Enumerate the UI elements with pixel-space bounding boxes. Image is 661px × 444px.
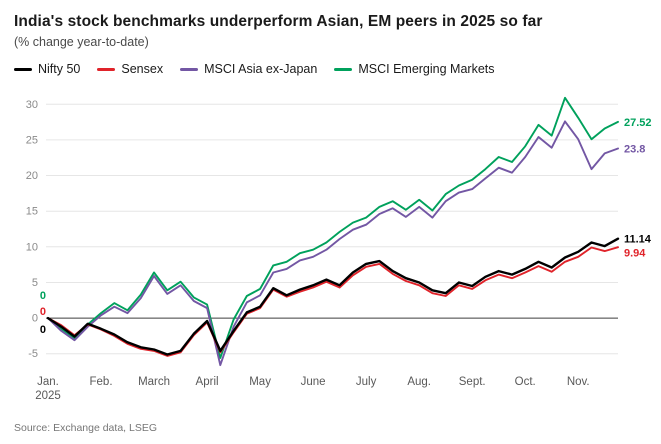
x-tick-label: Sept. (459, 376, 486, 388)
x-tick-label: July (356, 376, 377, 388)
legend-label: Sensex (121, 62, 164, 77)
chart-subtitle: (% change year-to-date) (14, 35, 149, 50)
end-value-label: 23.8 (624, 144, 645, 156)
y-tick-label: 5 (32, 277, 38, 289)
x-tick-label: March (138, 376, 170, 388)
legend-swatch-msci-emerging-markets (334, 67, 353, 72)
x-tick-label: June (301, 376, 326, 388)
x-tick-label: May (249, 376, 271, 388)
legend-label: MSCI Asia ex-Japan (204, 62, 318, 77)
series-line-nifty-50 (46, 237, 620, 357)
legend-item-msci-emerging-markets: MSCI Emerging Markets (334, 62, 495, 77)
x-tick-label: Jan. (37, 376, 59, 388)
legend-swatch-nifty-50 (14, 67, 32, 72)
legend-swatch-msci-asia-ex-japan (180, 67, 199, 72)
y-tick-label: 15 (26, 206, 38, 218)
start-value-label: 0 (40, 324, 46, 336)
chart-title: India's stock benchmarks underperform As… (14, 13, 543, 30)
start-value-label: 0 (40, 290, 46, 302)
series-line-sensex (47, 246, 619, 358)
x-tick-label: April (196, 376, 219, 388)
x-tick-label: Nov. (567, 376, 590, 388)
y-tick-label: 10 (26, 242, 38, 254)
legend-item-nifty-50: Nifty 50 (14, 62, 80, 76)
legend-item-sensex: Sensex (97, 62, 163, 76)
legend-label: Nifty 50 (38, 62, 81, 77)
x-tick-label: Oct. (515, 376, 536, 388)
y-tick-label: -5 (28, 349, 38, 361)
chart-legend: Nifty 50 Sensex MSCI Asia ex-Japan MSCI Eme… (0, 49, 661, 78)
end-value-label: 9.94 (624, 248, 646, 260)
series-line-msci-emerging-markets (47, 97, 619, 360)
x-tick-label: Feb. (90, 376, 113, 388)
y-tick-label: 20 (26, 170, 38, 182)
source-note: Source: Exchange data, LSEG (14, 422, 158, 434)
y-tick-label: 0 (32, 313, 38, 325)
legend-item-msci-asia-ex-japan: MSCI Asia ex-Japan (180, 62, 317, 76)
series-line-msci-asia-ex-japan (47, 120, 619, 367)
y-tick-label: 25 (26, 135, 38, 147)
x-tick-label: Aug. (407, 376, 431, 388)
y-tick-label: 30 (26, 99, 38, 111)
end-value-label: 27.52 (624, 117, 652, 129)
end-value-label: 11.14 (624, 234, 652, 246)
legend-swatch-sensex (97, 67, 116, 72)
chart-header: India's stock benchmarks underperform As… (0, 0, 661, 49)
start-value-label: 0 (40, 306, 46, 318)
legend-label: MSCI Emerging Markets (358, 62, 495, 77)
x-tick-sublabel: 2025 (35, 390, 61, 402)
